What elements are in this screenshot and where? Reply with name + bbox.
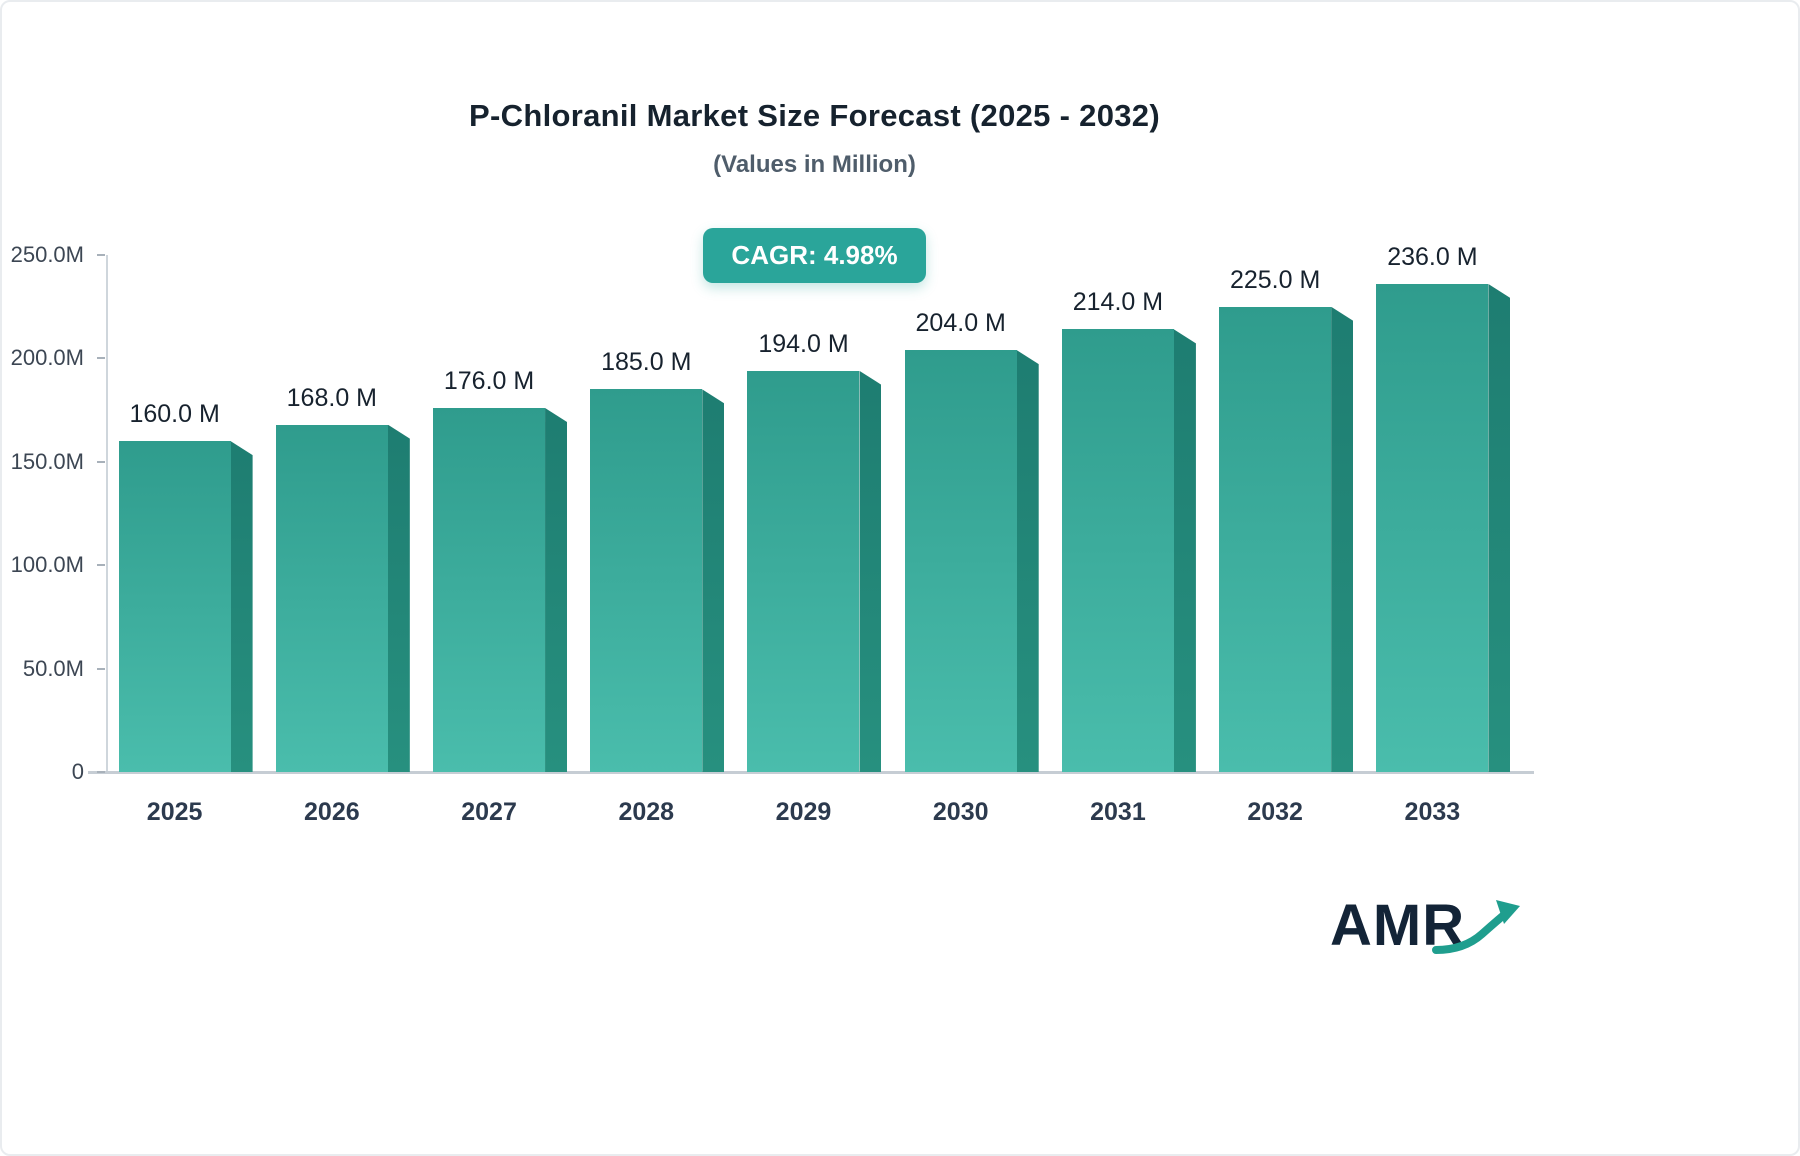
x-axis-label: 2026	[304, 798, 360, 826]
amr-logo: AMR	[1330, 892, 1520, 972]
bar-side-face	[859, 370, 882, 772]
x-axis-label: 2030	[932, 798, 989, 826]
y-axis-tick	[97, 460, 105, 463]
bar	[904, 350, 1039, 772]
bar-group: 236.0 M 2033	[1376, 243, 1511, 826]
x-axis-label: 2028	[618, 798, 675, 826]
y-axis-label: 100.0M	[10, 552, 84, 578]
y-axis-line	[106, 255, 108, 772]
y-axis: 250.0M 200.0M 150.0M 100.0M 50.0M 0	[2, 242, 106, 784]
bar-front-face	[904, 350, 1017, 772]
y-axis-label: 200.0M	[10, 345, 84, 371]
bar-group: 185.0 M 2028	[590, 348, 725, 826]
y-axis-tick	[97, 254, 105, 256]
bar	[1376, 284, 1511, 772]
bar-group: 225.0 M 2032	[1219, 265, 1354, 826]
bar	[275, 424, 410, 772]
bar-front-face	[747, 370, 860, 772]
x-axis-label: 2025	[146, 798, 203, 826]
bar	[433, 408, 568, 772]
x-axis-label: 2027	[461, 798, 517, 826]
y-axis-label: 0	[71, 759, 84, 784]
y-axis-tick	[97, 667, 105, 670]
bar-front-face	[275, 424, 388, 772]
bar	[747, 370, 882, 772]
bar-value-label: 168.0 M	[286, 383, 377, 412]
plot-area: 160.0 M 2025 168.0 M 2026 176.0 M 2027 185.0 M…	[107, 243, 1522, 826]
bar-group: 194.0 M 2029	[747, 329, 882, 826]
chart-title: P-Chloranil Market Size Forecast (2025 -…	[469, 98, 1160, 133]
bar-side-face	[545, 408, 568, 772]
bar-side-face	[1331, 306, 1354, 772]
bar	[590, 389, 725, 772]
bar-value-label: 225.0 M	[1229, 265, 1321, 294]
chart-subtitle: (Values in Million)	[713, 151, 916, 178]
bar-side-face	[702, 389, 725, 772]
bar-group: 168.0 M 2026	[275, 383, 410, 826]
bar-value-label: 236.0 M	[1387, 243, 1478, 271]
bar-side-face	[230, 441, 253, 772]
bar-group: 160.0 M 2025	[118, 400, 253, 826]
x-axis-label: 2031	[1090, 798, 1146, 826]
bar-front-face	[1219, 306, 1332, 772]
x-axis-label: 2029	[775, 798, 832, 826]
bar-side-face	[1016, 350, 1039, 772]
bar-group: 176.0 M 2027	[433, 367, 568, 826]
bar-group: 214.0 M 2031	[1061, 288, 1196, 826]
y-axis-label: 50.0M	[22, 655, 84, 681]
y-axis-tick	[97, 564, 105, 567]
x-axis-label: 2032	[1247, 798, 1303, 826]
bar-side-face	[387, 424, 410, 772]
x-axis-label: 2033	[1404, 798, 1461, 826]
bar-side-face	[1488, 284, 1511, 772]
bar	[118, 441, 253, 772]
y-axis-tick	[97, 357, 105, 360]
bar-value-label: 160.0 M	[129, 400, 220, 429]
bar-front-face	[118, 441, 231, 772]
bar-front-face	[1376, 284, 1489, 772]
cagr-badge: CAGR: 4.98%	[703, 228, 926, 283]
bar	[1219, 306, 1354, 772]
y-axis-tick	[97, 771, 105, 773]
bar-value-label: 176.0 M	[443, 367, 535, 395]
bar	[1061, 329, 1196, 772]
bar-value-label: 214.0 M	[1072, 288, 1164, 317]
x-axis-line	[88, 771, 1534, 774]
bar-front-face	[433, 408, 546, 772]
bar-group: 204.0 M 2030	[904, 309, 1039, 826]
bar-value-label: 194.0 M	[758, 329, 849, 358]
bar-front-face	[590, 389, 703, 772]
cagr-badge-label: CAGR: 4.98%	[731, 240, 898, 270]
bar-value-label: 204.0 M	[915, 309, 1006, 338]
bar-front-face	[1061, 329, 1174, 772]
y-axis-label: 250.0M	[10, 242, 84, 267]
bar-side-face	[1173, 329, 1196, 772]
bar-value-label: 185.0 M	[601, 348, 692, 377]
y-axis-label: 150.0M	[10, 448, 84, 474]
logo-arrow-icon	[1432, 900, 1520, 954]
cagr-badge-row: CAGR: 4.98%	[107, 228, 1522, 283]
